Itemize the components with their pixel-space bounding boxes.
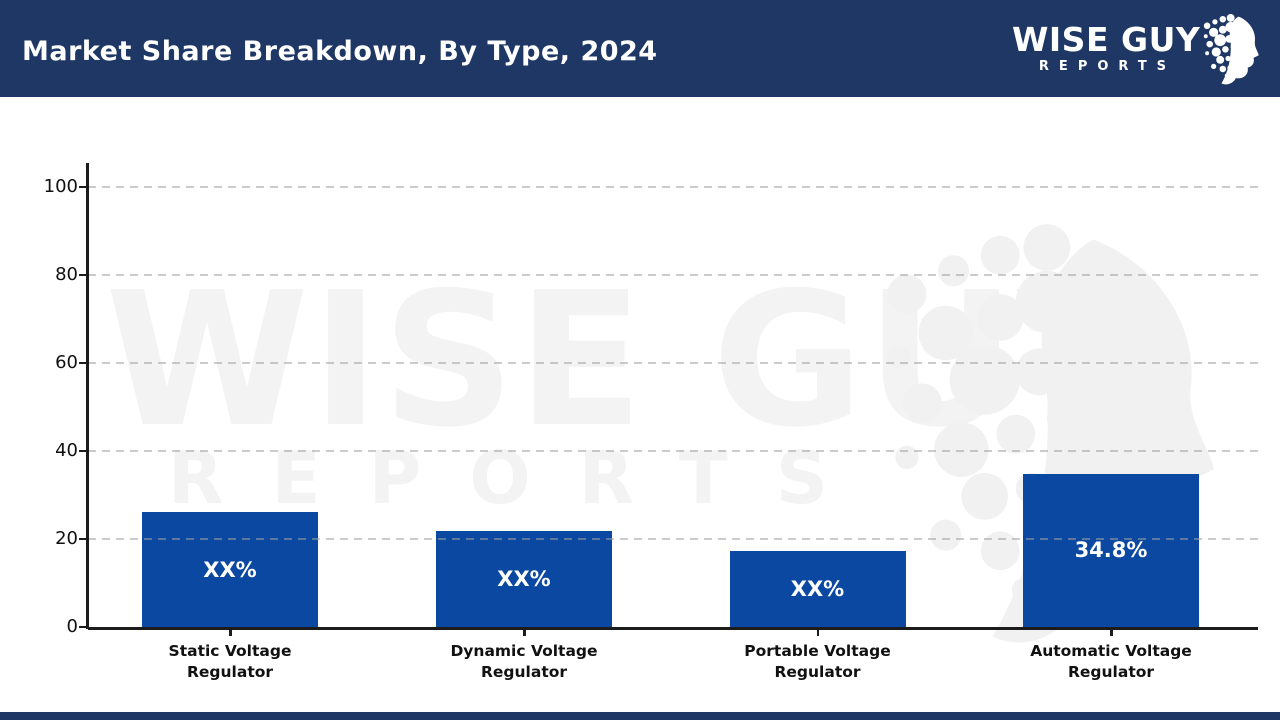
y-tick-mark bbox=[79, 274, 86, 276]
chart-title: Market Share Breakdown, By Type, 2024 bbox=[22, 36, 658, 67]
y-tick-mark bbox=[79, 538, 86, 540]
y-tick-label: 60 bbox=[55, 352, 78, 373]
y-tick-label: 40 bbox=[55, 440, 78, 461]
gridline bbox=[88, 274, 1258, 276]
bar-value-label: XX% bbox=[203, 557, 257, 582]
bar-segment bbox=[729, 550, 906, 627]
x-tick-mark bbox=[523, 629, 526, 636]
y-tick-label: 0 bbox=[66, 616, 78, 637]
wise-guy-reports-logo: WISE GUY REPORTS bbox=[1012, 14, 1262, 86]
bar-value-label: XX% bbox=[790, 576, 845, 601]
dotted-face-icon bbox=[1203, 14, 1259, 85]
gridline bbox=[88, 362, 1258, 364]
plot-area: 0 20 40 60 80 100 XX% Static Voltage Regulator X… bbox=[0, 97, 1280, 712]
x-tick-mark bbox=[816, 629, 819, 636]
x-axis-line bbox=[88, 627, 1258, 630]
gridline bbox=[88, 186, 1258, 188]
gridline bbox=[88, 450, 1258, 452]
bar-value-label: XX% bbox=[497, 567, 551, 592]
x-category-label: Automatic Voltage Regulator bbox=[1030, 642, 1192, 681]
x-category-label: Static Voltage Regulator bbox=[168, 642, 292, 681]
bar-segment bbox=[1023, 473, 1199, 627]
y-tick-mark bbox=[79, 450, 86, 452]
y-tick-mark bbox=[79, 186, 86, 188]
gridline bbox=[88, 538, 1258, 540]
y-tick-label: 80 bbox=[55, 264, 78, 285]
watermark-subtitle: REPORTS bbox=[168, 436, 876, 520]
logo-wordmark: WISE GUY bbox=[1012, 20, 1201, 59]
x-category-label: Portable Voltage Regulator bbox=[744, 642, 891, 681]
x-category-label: Dynamic Voltage Regulator bbox=[450, 642, 598, 681]
y-tick-label: 20 bbox=[55, 528, 78, 549]
bar-segment bbox=[436, 531, 612, 627]
bar-value-label: 34.8% bbox=[1074, 538, 1148, 563]
x-tick-mark bbox=[229, 629, 232, 636]
header-bar: Market Share Breakdown, By Type, 2024 WI… bbox=[0, 0, 1280, 97]
y-axis-line bbox=[86, 163, 89, 629]
y-tick-mark bbox=[79, 362, 86, 364]
y-tick-mark bbox=[79, 626, 86, 628]
logo-subtitle: REPORTS bbox=[1038, 59, 1177, 74]
logo-text: WISE GUY REPORTS bbox=[1012, 20, 1201, 76]
y-tick-label: 100 bbox=[43, 176, 78, 197]
footer-bar bbox=[0, 712, 1280, 720]
x-tick-mark bbox=[1110, 629, 1113, 636]
bar-segment bbox=[142, 512, 318, 627]
